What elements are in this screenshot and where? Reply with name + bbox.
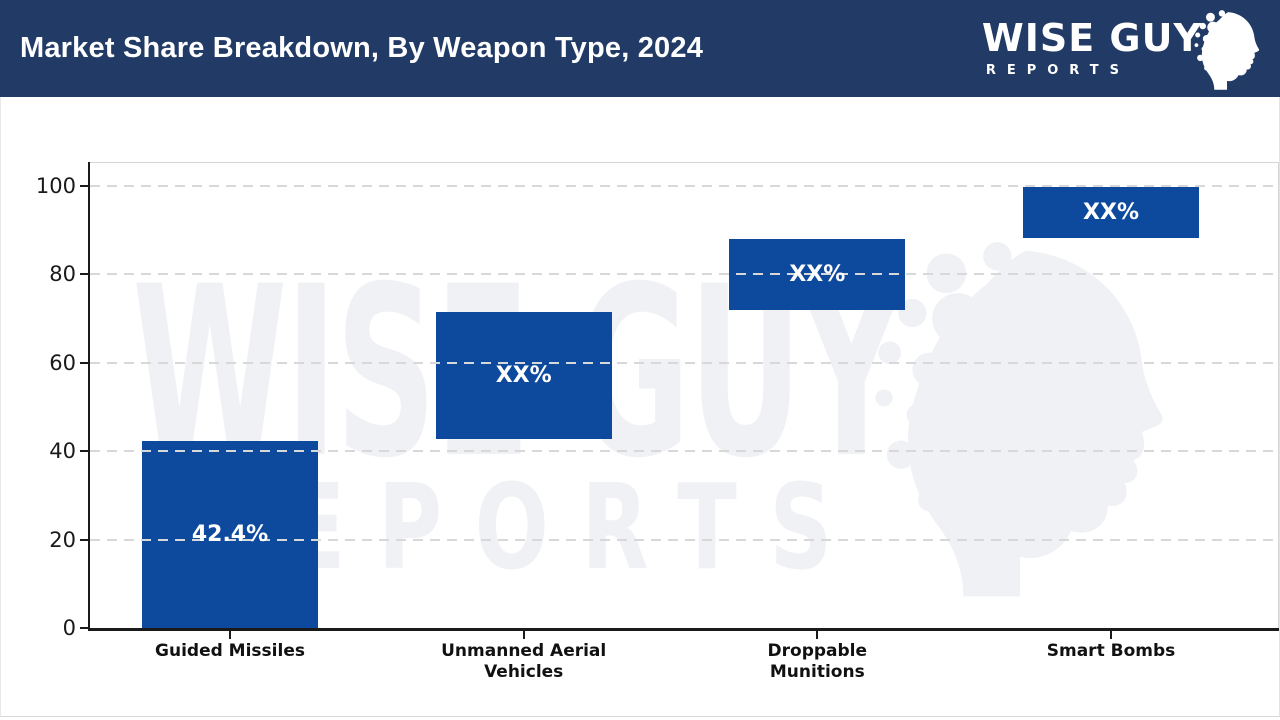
wiseguy-head-icon — [1194, 9, 1260, 90]
plot-top-spine — [90, 162, 1279, 163]
figure-bottom-border — [0, 716, 1280, 717]
page-title: Market Share Breakdown, By Weapon Type, … — [20, 32, 704, 64]
brand-text: WISE GUY REPORTS — [982, 19, 1202, 78]
plot-right-spine — [1278, 162, 1279, 628]
brand-name: WISE GUY — [981, 16, 1202, 60]
brand-logo: WISE GUY REPORTS — [982, 7, 1266, 91]
x-axis-line — [88, 628, 1280, 631]
figure-left-border — [0, 97, 1, 717]
y-axis-line — [88, 162, 90, 630]
brand-sub: REPORTS — [985, 63, 1130, 78]
header-bar: Market Share Breakdown, By Weapon Type, … — [0, 0, 1280, 97]
figure-area — [0, 97, 1280, 720]
